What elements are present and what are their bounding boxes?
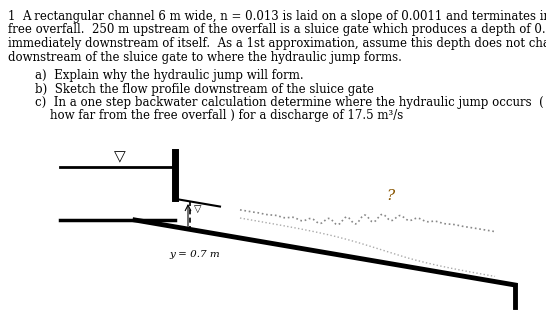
Text: ▽: ▽	[114, 149, 126, 164]
Text: 1: 1	[8, 10, 15, 23]
Text: immediately downstream of itself.  As a 1st approximation, assume this depth doe: immediately downstream of itself. As a 1…	[8, 37, 546, 50]
Text: how far from the free overfall ) for a discharge of 17.5 m³/s: how far from the free overfall ) for a d…	[35, 110, 403, 122]
Text: ▽: ▽	[194, 203, 202, 214]
Text: A rectangular channel 6 m wide, n = 0.013 is laid on a slope of 0.0011 and termi: A rectangular channel 6 m wide, n = 0.01…	[22, 10, 546, 23]
Text: b)  Sketch the flow profile downstream of the sluice gate: b) Sketch the flow profile downstream of…	[35, 83, 374, 95]
Text: a)  Explain why the hydraulic jump will form.: a) Explain why the hydraulic jump will f…	[35, 69, 304, 82]
Text: ?: ?	[386, 189, 394, 203]
Text: y = 0.7 m: y = 0.7 m	[170, 250, 221, 259]
Text: c)  In a one step backwater calculation determine where the hydraulic jump occur: c) In a one step backwater calculation d…	[35, 96, 546, 109]
Text: downstream of the sluice gate to where the hydraulic jump forms.: downstream of the sluice gate to where t…	[8, 51, 402, 63]
Text: free overfall.  250 m upstream of the overfall is a sluice gate which produces a: free overfall. 250 m upstream of the ove…	[8, 24, 546, 36]
